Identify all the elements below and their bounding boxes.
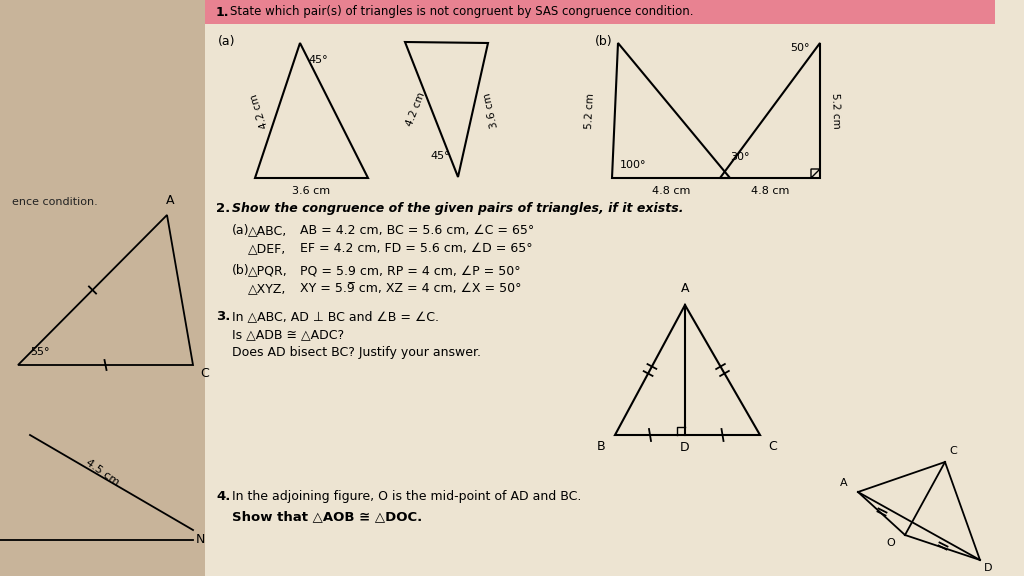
Text: C: C [200,367,209,380]
Text: C: C [949,446,956,456]
Text: Does AD bisect BC? Justify your answer.: Does AD bisect BC? Justify your answer. [232,346,481,359]
Text: O: O [886,538,895,548]
Text: (b): (b) [232,264,250,277]
Text: (b): (b) [595,35,612,48]
Text: 4.5 cm: 4.5 cm [84,457,121,487]
Text: Show that △AOB ≅ △DOC.: Show that △AOB ≅ △DOC. [232,510,422,523]
Text: 30°: 30° [730,152,750,162]
Text: State which pair(s) of triangles is not congruent by SAS congruence condition.: State which pair(s) of triangles is not … [230,6,693,18]
Text: △ABC,: △ABC, [248,224,288,237]
Text: A: A [166,194,174,207]
Text: △DEF,: △DEF, [248,242,287,255]
Text: D: D [984,563,992,573]
Text: 2.: 2. [216,202,230,215]
Text: 50°: 50° [790,43,810,53]
Bar [0,0,205,576]
Text: 55°: 55° [30,347,49,357]
Text: Is △ADB ≅ △ADC?: Is △ADB ≅ △ADC? [232,328,344,341]
Text: A: A [841,478,848,488]
Text: 4.: 4. [216,490,230,503]
Text: 3.: 3. [216,310,230,323]
Text: 3.6 cm: 3.6 cm [482,92,500,128]
Text: B: B [596,440,605,453]
Text: 100°: 100° [620,160,646,170]
Text: 4.8 cm: 4.8 cm [652,186,690,196]
Text: 5.2 cm: 5.2 cm [584,92,596,128]
Text: N: N [196,533,206,546]
Bar [205,0,1024,576]
Text: 4.8 cm: 4.8 cm [751,186,790,196]
Text: C: C [768,440,777,453]
Text: ence condition.: ence condition. [12,197,97,207]
Text: AB = 4.2 cm, BC = 5.6 cm, ∠C = 65°: AB = 4.2 cm, BC = 5.6 cm, ∠C = 65° [300,224,535,237]
Text: Show the congruence of the given pairs of triangles, if it exists.: Show the congruence of the given pairs o… [232,202,683,215]
Text: 45°: 45° [430,151,450,161]
Bar [205,0,995,24]
Text: 3.6 cm: 3.6 cm [293,186,331,196]
Text: D: D [680,441,690,454]
Text: (a): (a) [218,35,236,48]
Text: EF = 4.2 cm, FD = 5.6 cm, ∠D = 65°: EF = 4.2 cm, FD = 5.6 cm, ∠D = 65° [300,242,532,255]
Text: 4.2 cm: 4.2 cm [404,91,427,128]
Text: In the adjoining figure, O is the mid-point of AD and BC.: In the adjoining figure, O is the mid-po… [232,490,582,503]
Text: A: A [681,282,689,295]
Text: 1.: 1. [216,6,229,18]
Text: △PQR,: △PQR, [248,264,288,277]
Text: △XYZ,: △XYZ, [248,282,287,295]
Text: XY = 5.9̅ cm, XZ = 4 cm, ∠X = 50°: XY = 5.9̅ cm, XZ = 4 cm, ∠X = 50° [300,282,521,295]
Text: PQ = 5.9 cm, RP = 4 cm, ∠P = 50°: PQ = 5.9 cm, RP = 4 cm, ∠P = 50° [300,264,520,277]
Text: 4.2 cm: 4.2 cm [249,92,270,129]
Text: 5.2 cm: 5.2 cm [830,93,842,128]
Text: In △ABC, AD ⊥ BC and ∠B = ∠C.: In △ABC, AD ⊥ BC and ∠B = ∠C. [232,310,439,323]
Text: (a): (a) [232,224,250,237]
Text: 45°: 45° [308,55,328,65]
